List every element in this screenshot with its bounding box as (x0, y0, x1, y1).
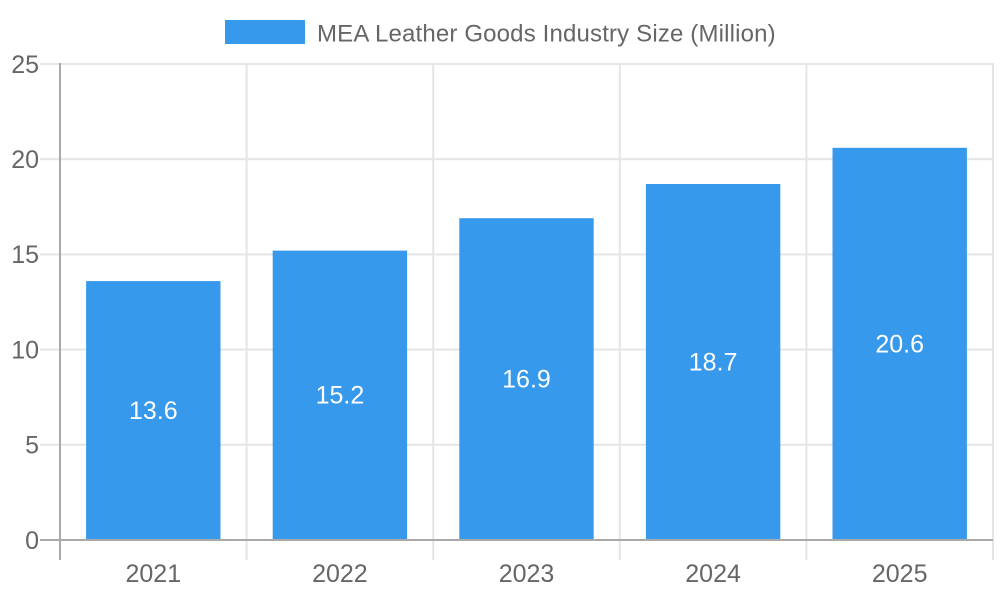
svg-text:18.7: 18.7 (689, 348, 738, 376)
svg-text:2024: 2024 (685, 560, 741, 588)
svg-text:13.6: 13.6 (129, 397, 178, 425)
svg-text:20: 20 (11, 146, 39, 174)
svg-text:MEA Leather Goods Industry Siz: MEA Leather Goods Industry Size (Million… (317, 20, 776, 47)
svg-text:5: 5 (25, 432, 39, 460)
svg-text:2022: 2022 (312, 560, 368, 588)
svg-text:2025: 2025 (872, 560, 928, 588)
svg-text:20.6: 20.6 (875, 330, 924, 358)
svg-text:16.9: 16.9 (502, 366, 551, 394)
svg-text:25: 25 (11, 51, 39, 79)
svg-text:10: 10 (11, 336, 39, 364)
svg-text:2023: 2023 (499, 560, 555, 588)
svg-text:15.2: 15.2 (316, 382, 365, 410)
svg-text:0: 0 (25, 527, 39, 555)
svg-text:2021: 2021 (125, 560, 181, 588)
svg-text:15: 15 (11, 241, 39, 269)
